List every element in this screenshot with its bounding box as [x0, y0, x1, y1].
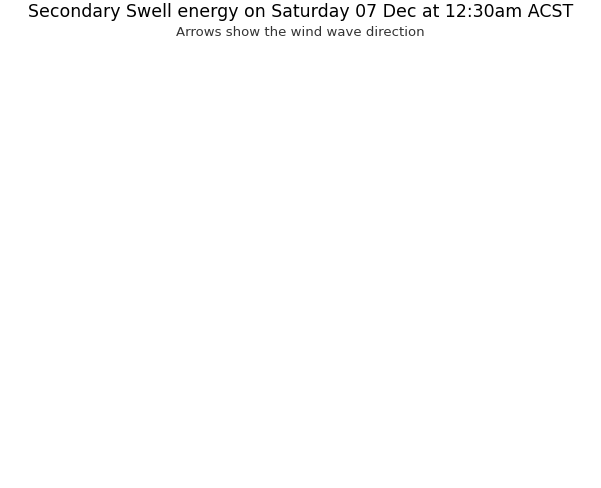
Text: Cartopy required for accurate map: Cartopy required for accurate map — [179, 254, 422, 268]
Text: Arrows show the wind wave direction: Arrows show the wind wave direction — [176, 26, 425, 39]
Text: Secondary Swell energy on Saturday 07 Dec at 12:30am ACST: Secondary Swell energy on Saturday 07 De… — [28, 2, 573, 20]
